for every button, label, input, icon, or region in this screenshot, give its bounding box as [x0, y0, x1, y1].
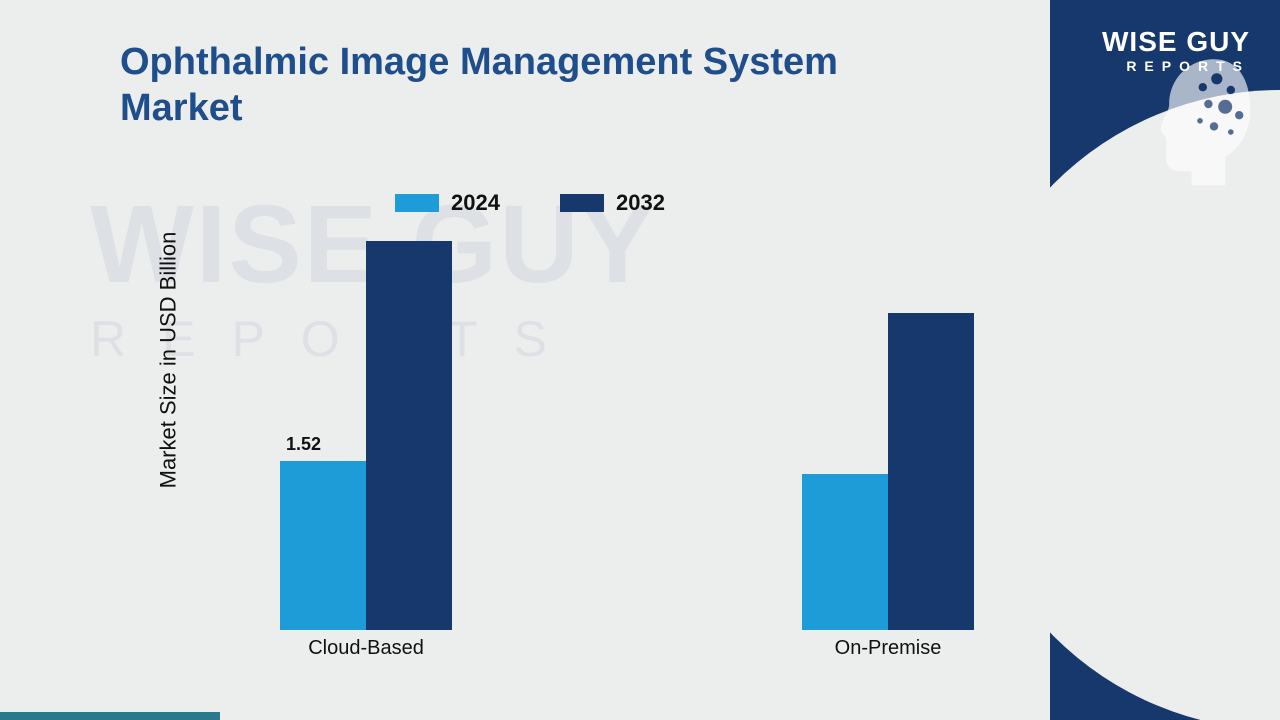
bar-group-2 — [802, 313, 974, 630]
legend-item-2032: 2032 — [560, 190, 665, 216]
legend-item-2024: 2024 — [395, 190, 500, 216]
bar-2024-onprem — [802, 474, 888, 630]
legend-label-2024: 2024 — [451, 190, 500, 216]
brand-logo: WISE GUY REPORTS — [1102, 28, 1250, 74]
bar-2032-onprem — [888, 313, 974, 630]
bottom-accent-bar — [0, 712, 220, 720]
bar-2032-cloud — [366, 241, 452, 630]
plot-area: 1.52 Cloud-Based On-Premise — [130, 230, 1060, 660]
bar-2024-cloud — [280, 461, 366, 630]
head-icon — [1130, 48, 1270, 188]
legend-swatch-2024 — [395, 194, 439, 212]
bar-group-1 — [280, 241, 452, 630]
x-label-2: On-Premise — [802, 637, 974, 660]
legend-label-2032: 2032 — [616, 190, 665, 216]
legend-swatch-2032 — [560, 194, 604, 212]
page-root: WISE GUY REPORTS WISE GUY REPORTS Ophtha… — [0, 0, 1280, 720]
x-label-1: Cloud-Based — [280, 637, 452, 660]
